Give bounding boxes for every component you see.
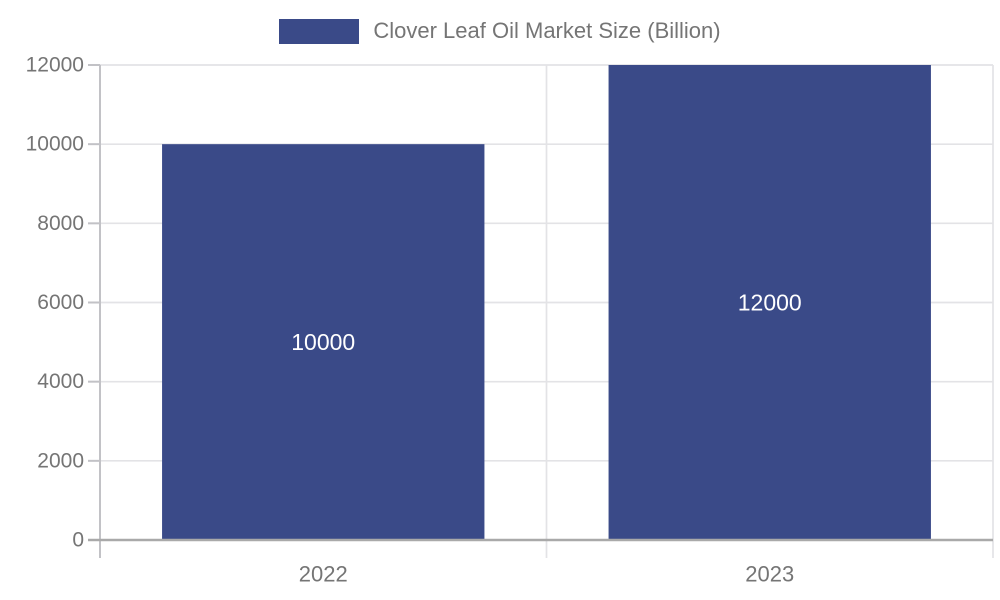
y-tick-label: 8000 [37,212,84,235]
legend-swatch-icon [279,18,360,44]
bar-2022[interactable] [162,144,485,540]
y-tick-label: 4000 [37,370,84,393]
legend: Clover Leaf Oil Market Size (Billion) [0,18,1000,44]
bar-2023[interactable] [608,65,931,540]
x-tick-label-2023: 2023 [745,562,794,587]
bar-value-label: 10000 [291,329,355,355]
bar-value-label: 12000 [738,290,802,316]
y-tick-label: 0 [72,529,84,552]
x-tick-label-2022: 2022 [299,562,348,587]
y-tick-label: 12000 [26,54,84,77]
legend-item[interactable]: Clover Leaf Oil Market Size (Billion) [279,18,721,44]
y-tick-label: 6000 [37,291,84,314]
legend-label: Clover Leaf Oil Market Size (Billion) [373,18,721,43]
y-tick-label: 2000 [37,449,84,472]
y-tick-label: 10000 [26,133,84,156]
